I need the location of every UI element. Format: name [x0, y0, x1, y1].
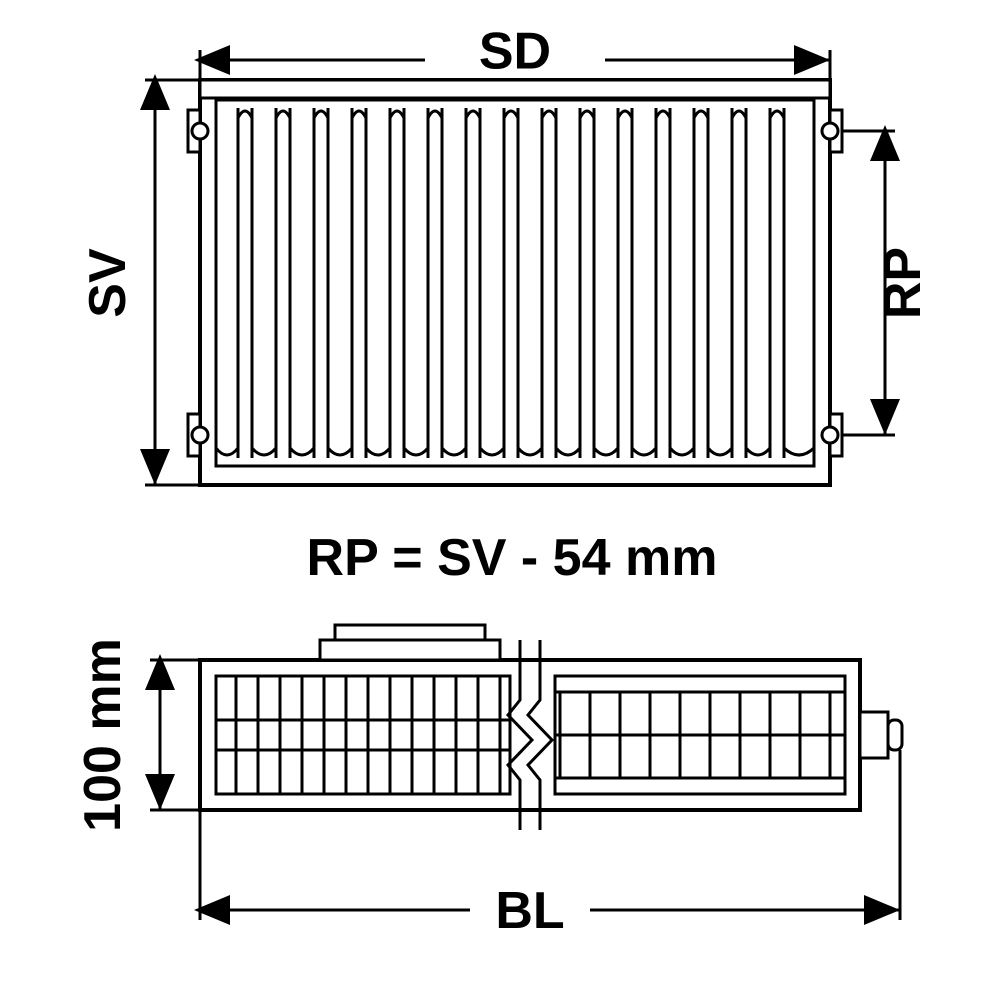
dimension-rp: RP [842, 131, 932, 435]
dimension-sd: SD [200, 23, 830, 81]
label-depth: 100 mm [74, 638, 132, 832]
label-rp: RP [874, 247, 932, 319]
label-formula: RP = SV - 54 mm [307, 529, 718, 587]
plan-view: 100 mm BL [74, 625, 902, 940]
front-elevation: SD [79, 23, 932, 485]
label-sv: SV [79, 248, 137, 318]
dimension-sv: SV [79, 80, 200, 485]
label-sd: SD [479, 23, 551, 81]
label-bl: BL [495, 882, 564, 940]
dimension-depth: 100 mm [74, 638, 200, 832]
